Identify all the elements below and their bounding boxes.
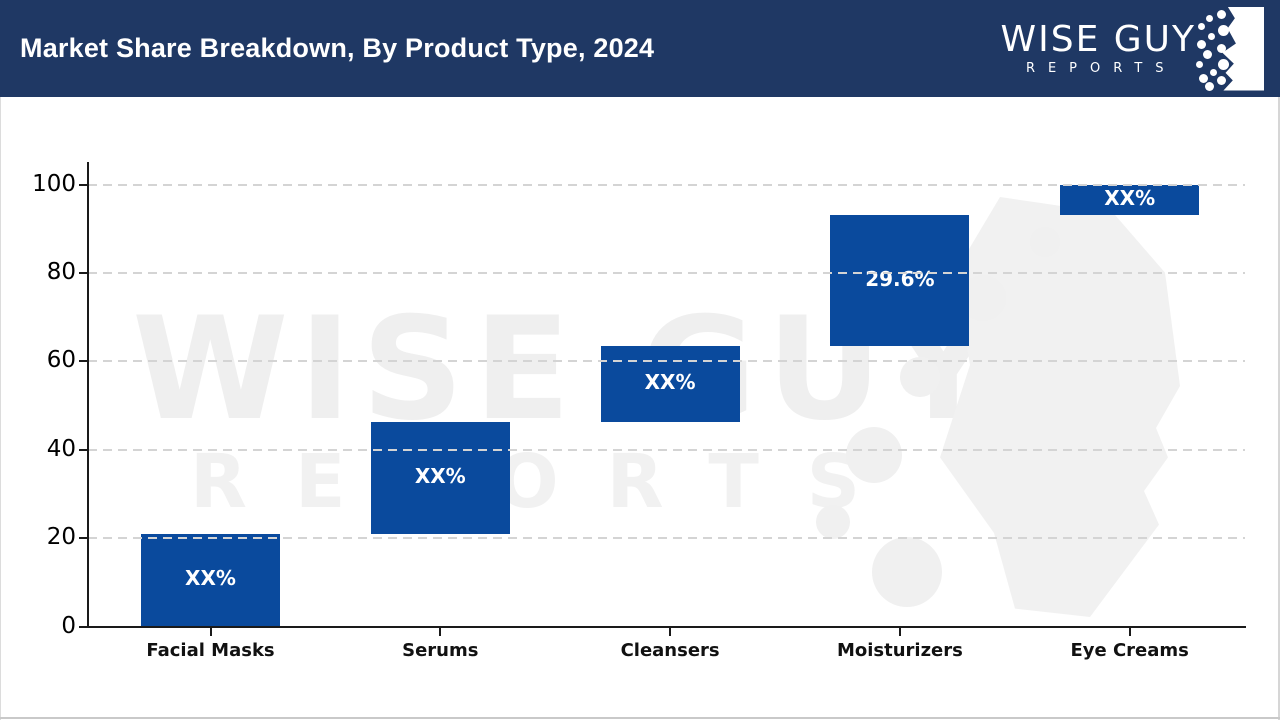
logo-face-icon <box>1200 5 1266 93</box>
logo-wordmark: WISE GUY <box>1000 19 1196 61</box>
y-tick-label-60: 60 <box>46 347 76 374</box>
gridline-100 <box>88 183 1245 186</box>
watermark-dot <box>816 505 850 539</box>
bar-label-eye-creams: XX% <box>1104 185 1156 210</box>
bar-facial-masks <box>141 533 280 627</box>
category-label-facial-masks: Facial Masks <box>146 639 275 661</box>
bar-serums <box>370 422 510 534</box>
gridline-20 <box>88 537 1245 540</box>
x-axis-line <box>87 625 1246 628</box>
logo-face-profile-icon <box>1222 6 1264 91</box>
logo-subtitle: REPORTS <box>1025 60 1177 76</box>
y-tick-label-20: 20 <box>46 524 76 551</box>
wise-guy-reports-logo: WISE GUY REPORTS <box>1001 5 1280 93</box>
y-tick-60 <box>79 360 88 363</box>
bar-label-facial-masks: XX% <box>185 566 236 591</box>
y-tick-label-0: 0 <box>61 612 76 639</box>
gridline-60 <box>88 360 1245 363</box>
watermark-dot <box>872 537 942 607</box>
y-tick-100 <box>79 183 88 186</box>
y-tick-0 <box>79 625 88 628</box>
watermark-dot <box>1030 227 1060 257</box>
watermark-dot <box>846 427 902 483</box>
y-axis-line <box>87 162 89 628</box>
watermark-dot <box>900 357 940 397</box>
bar-label-cleansers: XX% <box>644 370 696 395</box>
category-label-serums: Serums <box>402 639 479 661</box>
bar-label-moisturizers: 29.6% <box>865 266 935 291</box>
watermark-subtitle: REPORTS <box>190 439 909 525</box>
canvas-left-border <box>0 97 1 720</box>
x-tick-cleansers <box>669 627 672 636</box>
y-tick-40 <box>79 448 88 451</box>
x-tick-moisturizers <box>898 627 901 636</box>
x-tick-facial-masks <box>209 627 212 636</box>
y-tick-20 <box>79 537 88 540</box>
y-tick-label-40: 40 <box>46 435 76 462</box>
gridline-40 <box>88 448 1245 451</box>
bar-cleansers <box>600 346 740 423</box>
canvas-right-border <box>1278 97 1280 720</box>
x-tick-eye-creams <box>1128 627 1131 636</box>
y-tick-label-80: 80 <box>46 258 76 285</box>
category-label-eye-creams: Eye Creams <box>1070 639 1189 661</box>
header-band: Market Share Breakdown, By Product Type,… <box>0 0 1280 97</box>
x-tick-serums <box>439 627 442 636</box>
bar-label-serums: XX% <box>414 463 466 488</box>
logo-text: WISE GUY REPORTS <box>1001 21 1197 76</box>
gridline-80 <box>88 271 1245 274</box>
page-title: Market Share Breakdown, By Product Type,… <box>20 33 655 63</box>
category-label-cleansers: Cleansers <box>620 639 720 661</box>
canvas-bottom-border <box>0 717 1280 719</box>
y-tick-label-100: 100 <box>32 170 76 197</box>
y-tick-80 <box>79 271 88 274</box>
category-label-moisturizers: Moisturizers <box>836 639 963 661</box>
logo-face-dots-icon <box>1206 14 1213 22</box>
